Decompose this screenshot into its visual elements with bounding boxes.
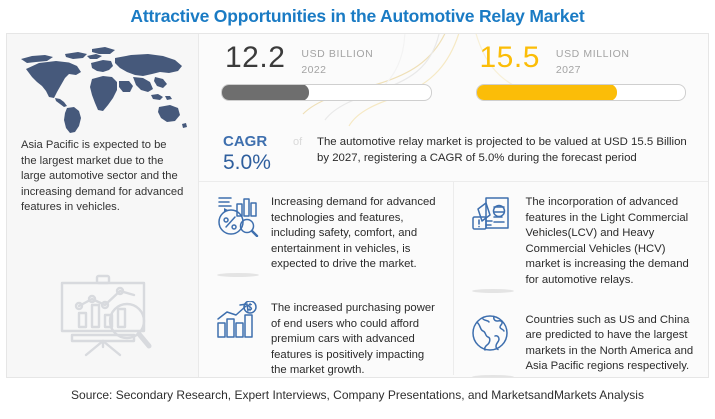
- bar-chart-magnifier-percent-icon: [218, 197, 259, 238]
- region-panel: Asia Pacific is expected to be the large…: [7, 34, 199, 377]
- infographic-card: Asia Pacific is expected to be the large…: [6, 33, 709, 378]
- presentation-chart-magnifier-icon: [60, 274, 151, 357]
- progress-bar-2027: [475, 84, 686, 101]
- cagr-description: The automotive relay market is projected…: [317, 136, 687, 164]
- stat-year-2027: 2027: [555, 64, 581, 76]
- feature-purchasing-power: The increased purchasing power of end us…: [199, 273, 453, 377]
- stat-value-2027: 15.5: [479, 41, 540, 74]
- cagr-of-label: of: [293, 136, 303, 148]
- page-title: Attractive Opportunities in the Automoti…: [130, 6, 585, 26]
- feature-commercial-vehicles: The incorporation of advanced features i…: [454, 182, 709, 293]
- progress-bar-2022-fill: [221, 85, 309, 100]
- feature-text: The incorporation of advanced features i…: [525, 196, 689, 286]
- easel-illustration: [7, 273, 198, 359]
- stat-year-2022: 2022: [301, 64, 327, 76]
- content-panel: 12.2 USD BILLION 2022 15.5 USD MILLION 2…: [199, 34, 708, 377]
- cagr-label: CAGR: [223, 133, 268, 150]
- progress-bar-2027-fill: [476, 85, 618, 100]
- icon-shadow: [471, 374, 514, 377]
- stat-unit-2027: USD MILLION: [555, 48, 630, 60]
- hand-holding-document-icon: [471, 197, 509, 230]
- icon-shadow: [471, 288, 514, 293]
- globe-icon: [471, 314, 508, 351]
- source-note: Source: Secondary Research, Expert Inter…: [71, 388, 644, 402]
- feature-icon-wrap: [215, 195, 261, 277]
- icon-shadow: [217, 272, 259, 277]
- cagr-row: CAGR 5.0% of The automotive relay market…: [199, 129, 708, 181]
- stat-2027: 15.5 USD MILLION 2027: [454, 34, 709, 129]
- feature-icon-wrap: [470, 313, 516, 377]
- cagr-block: CAGR 5.0%: [223, 133, 293, 175]
- feature-text: The increased purchasing power of end us…: [271, 301, 435, 377]
- features-grid: Increasing demand for advanced technolog…: [199, 181, 709, 377]
- feature-icon-wrap: [470, 195, 516, 293]
- feature-demand-advanced-technologies: Increasing demand for advanced technolog…: [199, 182, 453, 277]
- feature-regional-markets: Countries such as US and China are predi…: [454, 289, 709, 377]
- feature-text: Increasing demand for advanced technolog…: [271, 196, 436, 271]
- world-map-icon: [20, 47, 187, 133]
- region-note: Asia Pacific is expected to be the large…: [21, 139, 184, 213]
- features-column-left: Increasing demand for advanced technolog…: [199, 182, 454, 377]
- feature-text: Countries such as US and China are predi…: [525, 313, 694, 373]
- page-header: Attractive Opportunities in the Automoti…: [0, 0, 715, 33]
- stat-value-2022: 12.2: [225, 41, 286, 74]
- cagr-value: 5.0%: [223, 151, 271, 174]
- market-stats-row: 12.2 USD BILLION 2022 15.5 USD MILLION 2…: [199, 34, 708, 129]
- progress-bar-2022: [221, 84, 432, 101]
- growth-bar-chart-dollar-icon: [217, 300, 257, 338]
- feature-icon-wrap: [215, 300, 261, 377]
- stat-unit-2022: USD BILLION: [301, 48, 374, 60]
- stat-2022: 12.2 USD BILLION 2022: [199, 34, 454, 129]
- features-column-right: The incorporation of advanced features i…: [454, 182, 709, 377]
